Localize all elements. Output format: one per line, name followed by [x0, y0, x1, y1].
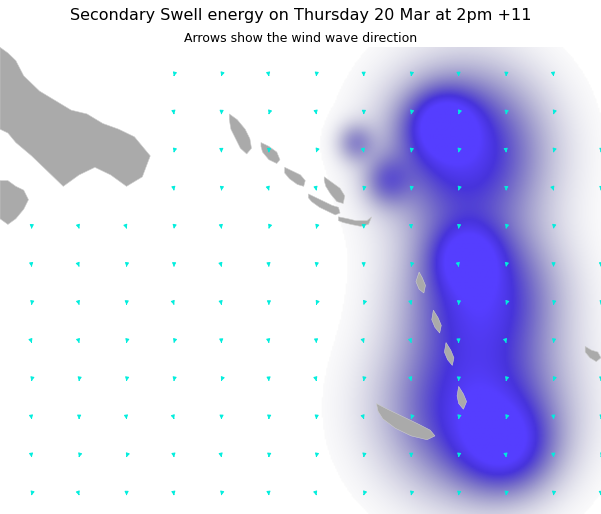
Text: Arrows show the wind wave direction: Arrows show the wind wave direction — [184, 32, 417, 45]
Polygon shape — [0, 180, 28, 225]
Polygon shape — [261, 142, 280, 163]
Polygon shape — [432, 310, 441, 333]
Polygon shape — [308, 194, 340, 215]
Polygon shape — [457, 387, 466, 409]
Polygon shape — [416, 272, 426, 293]
Polygon shape — [324, 177, 345, 204]
Polygon shape — [0, 47, 150, 187]
Polygon shape — [285, 167, 305, 187]
Polygon shape — [230, 114, 251, 154]
Text: Secondary Swell energy on Thursday 20 Mar at 2pm +11: Secondary Swell energy on Thursday 20 Ma… — [70, 8, 531, 23]
Polygon shape — [585, 346, 601, 362]
Polygon shape — [338, 217, 371, 226]
Polygon shape — [444, 342, 454, 365]
Polygon shape — [376, 403, 435, 439]
